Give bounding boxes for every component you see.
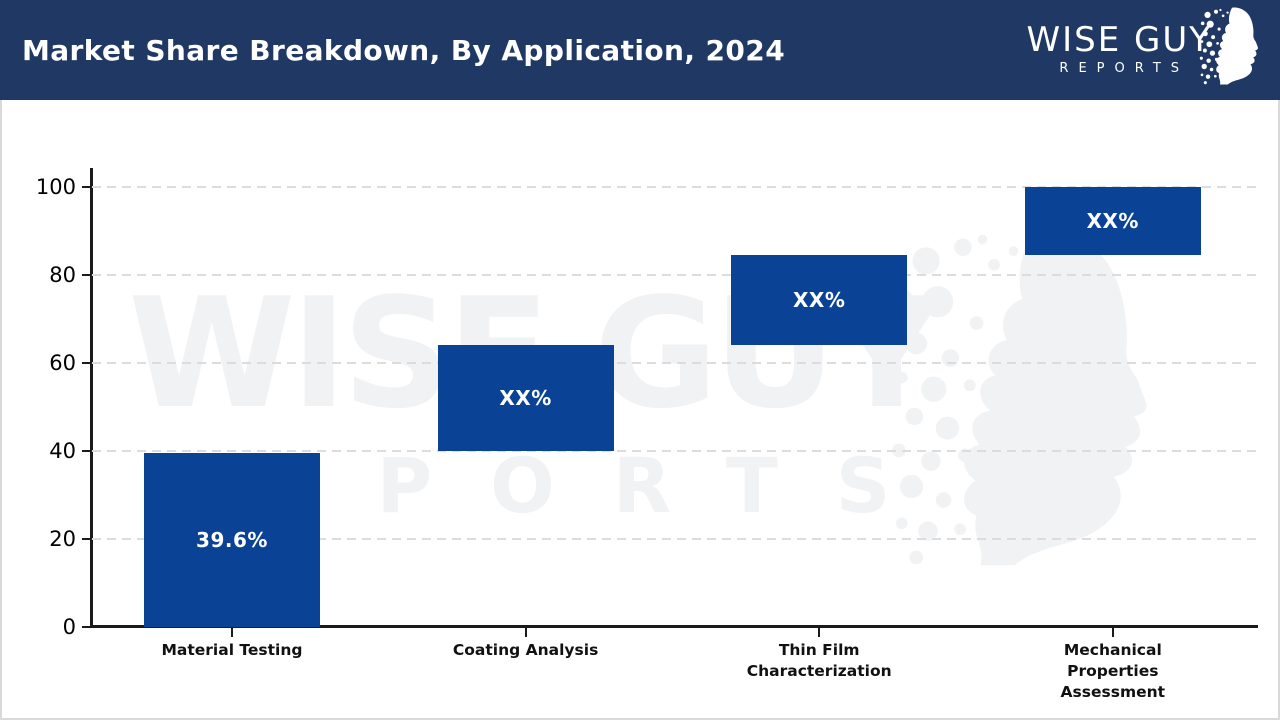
x-category-label: Coating Analysis (452, 641, 599, 659)
x-category-label: Mechanical Properties Assessment (1060, 641, 1166, 701)
chart-area: WISE GUY REPORTS 0 20 40 60 80 100 Material Te… (2, 100, 1278, 718)
y-tick-mark (82, 362, 91, 364)
y-tick-label: 0 (62, 615, 76, 639)
bar-value-label: XX% (792, 287, 846, 312)
bar-value-label: 39.6% (196, 527, 268, 552)
gridline (92, 538, 1258, 540)
y-tick-mark (82, 450, 91, 452)
y-tick-label: 20 (49, 527, 76, 551)
x-tick-mark (524, 628, 527, 637)
y-axis-line (90, 168, 93, 627)
brand-name: WISE GUY (1026, 20, 1212, 61)
bar-segment: XX% (731, 254, 908, 345)
x-tick-mark (818, 628, 821, 637)
y-tick-mark (82, 186, 91, 188)
brand-logo-text: WISE GUY REPORTS (1026, 20, 1212, 76)
y-tick-mark (82, 274, 91, 276)
gridline (92, 186, 1258, 188)
x-tick-mark (231, 628, 233, 637)
x-category-label: Thin Film Characterization (746, 641, 892, 680)
gridline (92, 450, 1258, 452)
bar-segment: 39.6% (144, 452, 320, 627)
y-tick-mark (82, 626, 91, 628)
y-tick-label: 80 (49, 263, 76, 287)
bar-segment: XX% (437, 344, 614, 451)
x-axis-line (90, 625, 1258, 628)
y-tick-label: 100 (35, 175, 76, 199)
brand-subtitle: REPORTS (1059, 60, 1190, 76)
x-tick-mark (1111, 628, 1114, 637)
bar-segment: XX% (1024, 187, 1201, 255)
bar-value-label: XX% (1086, 208, 1139, 233)
page-title: Market Share Breakdown, By Application, … (22, 33, 786, 67)
x-category-label: Material Testing (161, 641, 303, 659)
gridline (92, 274, 1258, 276)
y-tick-label: 60 (49, 351, 76, 375)
header-bar: Market Share Breakdown, By Application, … (0, 0, 1280, 100)
gridline (92, 362, 1258, 364)
y-tick-label: 40 (49, 439, 76, 463)
y-tick-mark (82, 538, 91, 540)
bar-value-label: XX% (499, 385, 552, 410)
brand-logo: WISE GUY REPORTS (1026, 6, 1266, 86)
